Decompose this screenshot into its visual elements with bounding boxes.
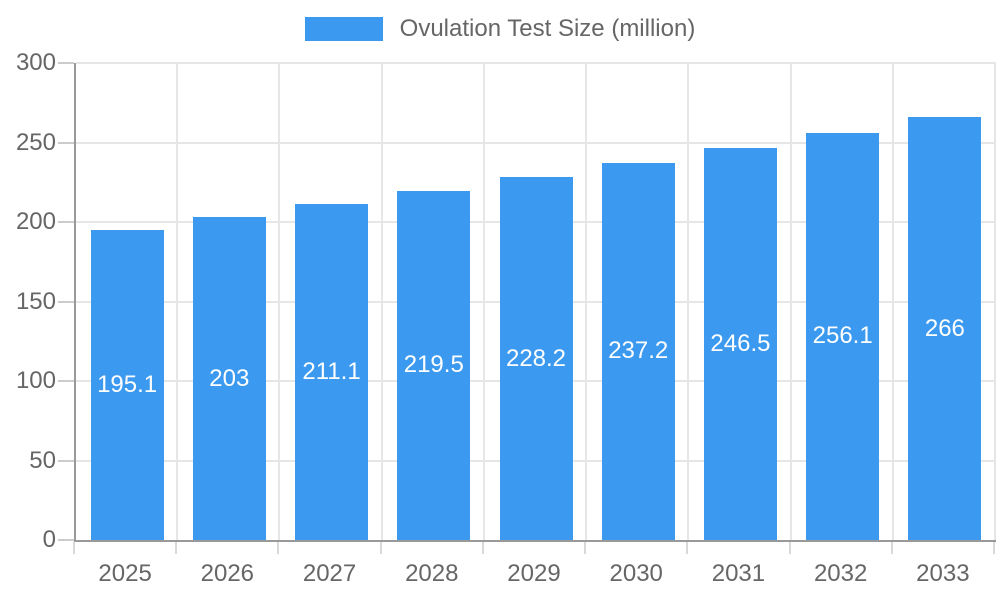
x-tick-label: 2027: [302, 560, 357, 587]
bar-value-label: 211.1: [302, 358, 361, 386]
x-tick-mark: [890, 542, 893, 554]
bar-2029[interactable]: 228.2: [499, 177, 573, 540]
bar-2031[interactable]: 246.5: [703, 148, 777, 540]
y-gridline: [76, 62, 996, 64]
bar-value-label: 228.2: [505, 344, 567, 372]
x-gridline: [278, 63, 281, 540]
y-tick-label: 150: [15, 287, 56, 315]
y-tick-label: 100: [15, 367, 56, 394]
y-tick-label: 0: [42, 526, 56, 553]
x-tick-label: 2025: [98, 560, 152, 587]
x-tick-label: 2028: [405, 560, 459, 587]
x-tick-label: 2032: [813, 560, 868, 587]
x-tick-mark: [686, 542, 689, 554]
bar-value-label: 203: [209, 364, 250, 392]
y-tick-mark: [58, 62, 74, 64]
y-tick-mark: [58, 141, 74, 144]
x-gridline: [380, 63, 383, 540]
x-gridline: [994, 63, 996, 540]
y-gridline: [76, 141, 996, 144]
bar-2030[interactable]: 237.2: [601, 162, 675, 540]
x-gridline: [482, 63, 485, 540]
legend-label: Ovulation Test Size (million): [399, 15, 696, 42]
x-gridline: [176, 63, 179, 540]
x-tick-mark: [788, 542, 791, 554]
bar-value-label: 246.5: [710, 330, 771, 358]
bar-2025[interactable]: 195.1: [90, 229, 164, 540]
x-tick-mark: [584, 542, 587, 554]
x-tick-mark: [481, 542, 484, 554]
x-tick-label: 2026: [200, 560, 255, 587]
y-tick-label: 250: [15, 128, 56, 156]
x-tick-label: 2031: [711, 560, 766, 587]
x-tick-mark: [175, 542, 178, 554]
x-tick-label: 2029: [507, 560, 561, 587]
legend-item[interactable]: Ovulation Test Size (million): [0, 14, 1000, 44]
y-tick-label: 300: [15, 49, 56, 76]
x-tick-label: 2030: [609, 560, 663, 587]
x-tick-mark: [379, 542, 382, 554]
y-tick-mark: [58, 459, 74, 462]
bar-value-label: 266: [924, 314, 965, 342]
y-tick-label: 200: [15, 208, 56, 235]
bar-2027[interactable]: 211.1: [295, 204, 369, 540]
bar-value-label: 195.1: [97, 370, 158, 398]
bar-2028[interactable]: 219.5: [397, 190, 471, 540]
bar-2033[interactable]: 266: [908, 117, 982, 540]
bar-value-label: 219.5: [403, 351, 464, 379]
bar-2032[interactable]: 256.1: [806, 132, 880, 540]
x-gridline: [687, 63, 690, 540]
bar-value-label: 237.2: [608, 337, 669, 365]
y-tick-label: 50: [29, 446, 56, 474]
y-tick-mark: [58, 539, 74, 541]
x-gridline: [891, 63, 894, 540]
bar-2026[interactable]: 203: [192, 217, 266, 540]
x-tick-mark: [993, 542, 995, 554]
legend-swatch: [304, 17, 383, 41]
x-tick-label: 2033: [916, 560, 970, 587]
x-gridline: [585, 63, 588, 540]
plot-area: 195.1 203 211.1 219.5 228.2 237.2 246.5 256.1 26…: [74, 62, 996, 542]
bar-value-label: 256.1: [812, 322, 873, 350]
y-tick-mark: [58, 221, 74, 223]
y-tick-mark: [58, 380, 74, 382]
x-tick-mark: [277, 542, 280, 554]
y-tick-mark: [58, 300, 74, 303]
x-tick-mark: [73, 542, 75, 554]
x-gridline: [789, 63, 792, 540]
